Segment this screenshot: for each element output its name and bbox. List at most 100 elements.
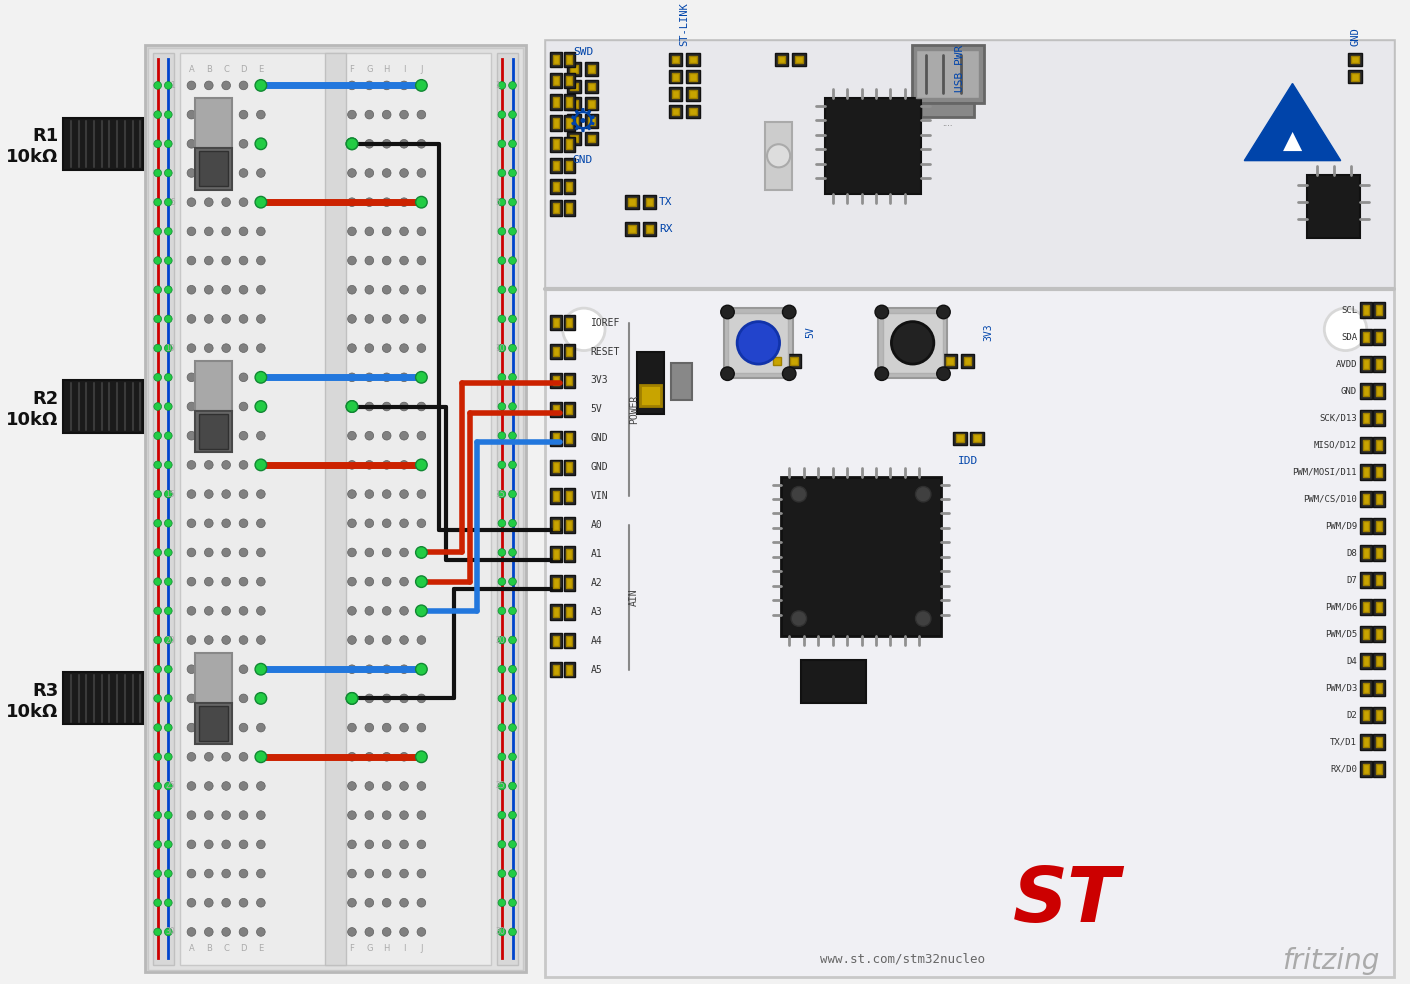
Bar	[778, 55, 785, 63]
Circle shape	[257, 928, 265, 936]
Text: F: F	[350, 944, 354, 953]
Circle shape	[255, 197, 266, 208]
Circle shape	[347, 138, 358, 150]
Circle shape	[221, 285, 230, 294]
Text: 3V3: 3V3	[984, 324, 994, 341]
Bar	[567, 346, 572, 356]
Circle shape	[188, 110, 196, 119]
Bar	[1363, 710, 1369, 720]
Circle shape	[399, 811, 409, 820]
Bar	[646, 225, 653, 233]
Circle shape	[417, 461, 426, 469]
Circle shape	[498, 899, 506, 906]
Circle shape	[221, 431, 230, 440]
Circle shape	[399, 256, 409, 265]
Circle shape	[509, 286, 516, 293]
Text: D7: D7	[1347, 576, 1356, 584]
Text: 10: 10	[495, 343, 505, 352]
Circle shape	[416, 80, 427, 92]
Circle shape	[348, 285, 357, 294]
Text: F: F	[350, 65, 354, 74]
Circle shape	[240, 140, 248, 149]
Circle shape	[915, 611, 931, 626]
Bar	[567, 636, 572, 646]
Circle shape	[382, 898, 391, 907]
Circle shape	[348, 928, 357, 936]
Circle shape	[165, 753, 172, 761]
Bar	[1376, 602, 1382, 612]
Text: 1: 1	[495, 81, 501, 90]
Bar	[564, 137, 575, 152]
Text: GND: GND	[572, 155, 594, 165]
Circle shape	[348, 781, 357, 790]
Bar	[1376, 413, 1382, 423]
Circle shape	[221, 81, 230, 90]
Circle shape	[188, 373, 196, 382]
Circle shape	[509, 637, 516, 644]
Circle shape	[417, 110, 426, 119]
Text: R3: R3	[32, 682, 58, 700]
Circle shape	[417, 928, 426, 936]
Circle shape	[204, 665, 213, 674]
Bar	[1363, 522, 1369, 530]
Text: A1: A1	[591, 549, 602, 559]
Bar	[1373, 573, 1385, 587]
Text: 10: 10	[165, 343, 175, 352]
Bar	[1376, 656, 1382, 666]
Bar	[550, 401, 561, 417]
Bar	[63, 672, 144, 724]
Bar	[774, 52, 788, 66]
Circle shape	[347, 693, 358, 705]
Circle shape	[255, 693, 266, 705]
Bar	[564, 604, 575, 620]
Circle shape	[204, 840, 213, 849]
Bar	[196, 149, 231, 190]
Circle shape	[240, 694, 248, 703]
Circle shape	[188, 461, 196, 469]
Circle shape	[165, 695, 172, 703]
Bar	[1307, 175, 1361, 238]
Circle shape	[417, 606, 426, 615]
Circle shape	[257, 256, 265, 265]
Bar	[564, 73, 575, 89]
Bar	[921, 102, 974, 117]
Text: D2: D2	[1347, 710, 1356, 719]
Circle shape	[417, 665, 426, 674]
Bar	[689, 107, 697, 115]
Circle shape	[221, 665, 230, 674]
Bar	[625, 222, 639, 236]
Circle shape	[154, 199, 162, 206]
Circle shape	[498, 374, 506, 381]
Bar	[1373, 464, 1385, 480]
Circle shape	[165, 402, 172, 410]
Circle shape	[348, 140, 357, 149]
Circle shape	[188, 227, 196, 236]
Circle shape	[240, 811, 248, 820]
Circle shape	[221, 402, 230, 411]
Circle shape	[221, 140, 230, 149]
Bar	[196, 703, 231, 744]
Bar	[585, 80, 598, 93]
Bar	[550, 546, 561, 562]
Circle shape	[509, 520, 516, 527]
Bar	[1361, 464, 1372, 480]
Circle shape	[221, 548, 230, 557]
Circle shape	[509, 870, 516, 878]
Bar	[1363, 629, 1369, 639]
Bar	[585, 114, 598, 128]
Circle shape	[399, 490, 409, 499]
Circle shape	[221, 811, 230, 820]
Bar	[1373, 437, 1385, 453]
Bar	[1361, 653, 1372, 669]
Circle shape	[154, 82, 162, 90]
Text: ST-LINK: ST-LINK	[680, 2, 689, 46]
Circle shape	[382, 343, 391, 352]
Bar	[668, 52, 682, 66]
Bar	[689, 91, 697, 98]
Circle shape	[188, 928, 196, 936]
Circle shape	[399, 636, 409, 645]
Circle shape	[255, 80, 266, 92]
Circle shape	[399, 753, 409, 762]
Circle shape	[365, 898, 374, 907]
Bar	[671, 91, 680, 98]
